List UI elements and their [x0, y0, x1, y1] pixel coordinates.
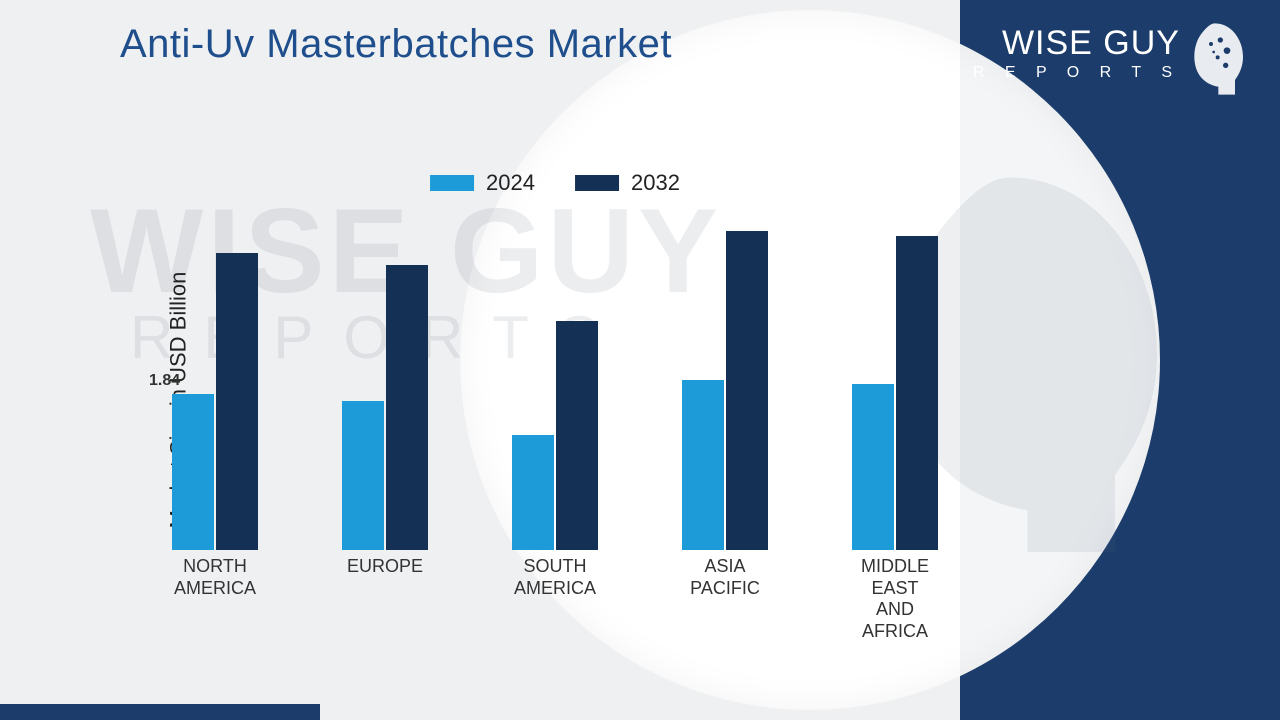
- bar-value-label: 1.84: [149, 372, 180, 390]
- plot: 2024 2032 1.84: [130, 170, 980, 550]
- x-axis-label: EUROPE: [300, 550, 470, 660]
- bar-group: [640, 210, 810, 550]
- x-axis-label: MIDDLEEASTANDAFRICA: [810, 550, 980, 660]
- legend-swatch-2032: [575, 175, 619, 191]
- bar-group: [810, 210, 980, 550]
- bar-2024: [172, 394, 214, 550]
- legend-label-2032: 2032: [631, 170, 680, 196]
- bar-2024: [852, 384, 894, 550]
- brand-name: WISE GUY: [973, 26, 1180, 60]
- x-axis-labels: NORTHAMERICAEUROPESOUTHAMERICAASIAPACIFI…: [130, 550, 980, 660]
- chart-area: Market Size in USD Billion 2024 2032 1.8…: [60, 140, 980, 660]
- brand-subtitle: R E P O R T S: [973, 64, 1180, 82]
- brand-head-icon: [1180, 20, 1250, 100]
- bar-group: 1.84: [130, 210, 300, 550]
- brand-logo: WISE GUY R E P O R T S: [973, 20, 1250, 82]
- legend: 2024 2032: [430, 170, 680, 196]
- canvas: WISE GUY R E P O R T S Anti-Uv Masterbat…: [0, 0, 1280, 720]
- bar-group: [300, 210, 470, 550]
- bar-2024: [682, 380, 724, 550]
- x-axis-label: NORTHAMERICA: [130, 550, 300, 660]
- bar-2032: [216, 253, 258, 551]
- legend-item-2024: 2024: [430, 170, 535, 196]
- bar-2024: [342, 401, 384, 550]
- bar-group: [470, 210, 640, 550]
- x-axis-label: SOUTHAMERICA: [470, 550, 640, 660]
- bar-groups: 1.84: [130, 210, 980, 550]
- bar-2032: [556, 321, 598, 551]
- x-axis-label: ASIAPACIFIC: [640, 550, 810, 660]
- bar-2032: [726, 231, 768, 550]
- footer-accent-bar: [0, 704, 320, 720]
- legend-item-2032: 2032: [575, 170, 680, 196]
- bar-2032: [896, 236, 938, 551]
- bar-2032: [386, 265, 428, 550]
- bar-2024: [512, 435, 554, 550]
- chart-title: Anti-Uv Masterbatches Market: [120, 22, 672, 67]
- legend-label-2024: 2024: [486, 170, 535, 196]
- legend-swatch-2024: [430, 175, 474, 191]
